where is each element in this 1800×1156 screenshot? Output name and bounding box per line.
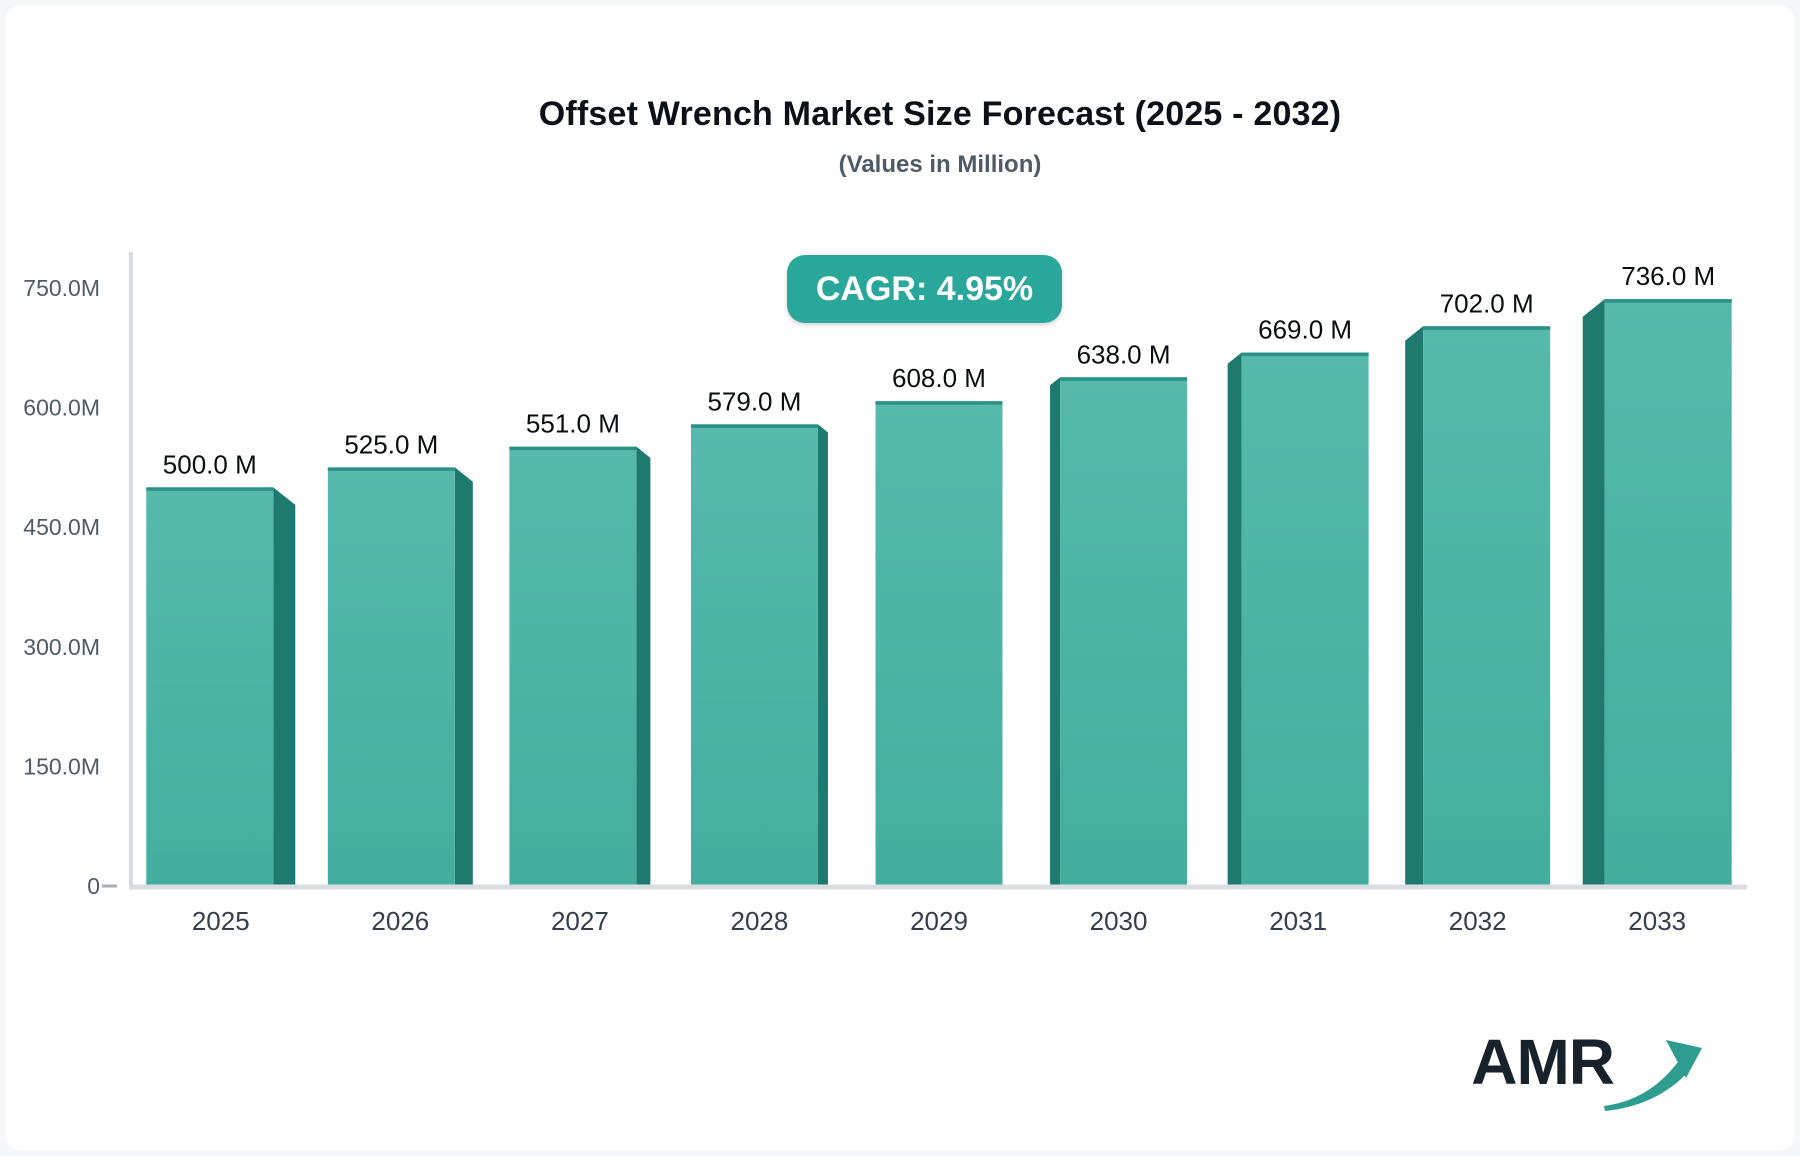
chart-header: Offset Wrench Market Size Forecast (2025… xyxy=(80,0,1800,178)
bar-value-label: 638.0 M xyxy=(1077,339,1171,369)
x-axis-label: 2027 xyxy=(551,906,609,936)
bar-top-edge xyxy=(690,424,818,428)
amr-logo-text: AMR xyxy=(1471,1026,1615,1098)
x-axis-label: 2025 xyxy=(192,906,250,936)
bar-value-label: 500.0 M xyxy=(163,449,257,479)
growth-arrow-icon xyxy=(1604,1040,1702,1111)
bar-2033 xyxy=(1604,299,1732,886)
y-axis-label: 450.0M xyxy=(23,514,100,540)
bar-top-edge xyxy=(875,401,1003,405)
bar-value-label: 702.0 M xyxy=(1440,288,1534,318)
bar-2029 xyxy=(875,401,1003,886)
x-axis-label: 2029 xyxy=(910,906,968,936)
x-axis-label: 2026 xyxy=(371,906,429,936)
chart-title: Offset Wrench Market Size Forecast (2025… xyxy=(538,95,1342,133)
bar-top-edge xyxy=(146,487,274,491)
bar-value-label: 525.0 M xyxy=(344,429,438,459)
bar-top-edge xyxy=(1423,326,1551,330)
y-axis-label: 600.0M xyxy=(23,395,100,421)
y-axis-label: 750.0M xyxy=(23,275,100,301)
x-axis-label: 2030 xyxy=(1090,906,1148,936)
y-axis-label: 300.0M xyxy=(23,634,100,660)
y-axis-label: 0 xyxy=(87,873,100,899)
x-axis-label: 2032 xyxy=(1449,906,1507,936)
bar-side-face xyxy=(1050,377,1061,886)
cagr-badge: CAGR: 4.95% xyxy=(787,255,1062,323)
bar-side-face xyxy=(636,446,651,886)
bar-2025 xyxy=(146,487,274,886)
bar-2030 xyxy=(1060,377,1188,886)
bar-top-edge xyxy=(1241,352,1369,357)
bar-top-edge xyxy=(1604,299,1732,303)
bar-2032 xyxy=(1423,326,1551,887)
cagr-badge-label: CAGR: 4.95% xyxy=(815,269,1034,308)
bar-2028 xyxy=(690,424,818,886)
bar-side-face xyxy=(1227,352,1242,887)
bar-side-face xyxy=(1582,299,1605,886)
bar-side-face xyxy=(1405,326,1424,887)
bar-side-face xyxy=(817,424,828,886)
x-axis-label: 2031 xyxy=(1269,906,1327,936)
bar-value-label: 551.0 M xyxy=(526,409,620,439)
y-axis-label: 150.0M xyxy=(23,753,100,779)
bar-value-label: 669.0 M xyxy=(1258,315,1352,345)
amr-logo: AMR xyxy=(1471,1026,1708,1111)
bar-value-label: 736.0 M xyxy=(1621,261,1715,291)
x-axis-label: 2033 xyxy=(1628,906,1686,936)
bar-2031 xyxy=(1241,352,1369,887)
bar-top-edge xyxy=(327,467,455,471)
chart-subtitle: (Values in Million) xyxy=(838,151,1042,178)
bar-top-edge xyxy=(509,446,637,451)
bar-side-face xyxy=(454,467,473,886)
bar-side-face xyxy=(273,487,296,886)
x-axis-label: 2028 xyxy=(731,906,789,936)
bar-top-edge xyxy=(1060,377,1188,381)
bar-2027 xyxy=(509,446,637,886)
bar-value-label: 579.0 M xyxy=(707,386,801,416)
bar-value-label: 608.0 M xyxy=(892,363,986,393)
bar-2026 xyxy=(327,467,455,886)
